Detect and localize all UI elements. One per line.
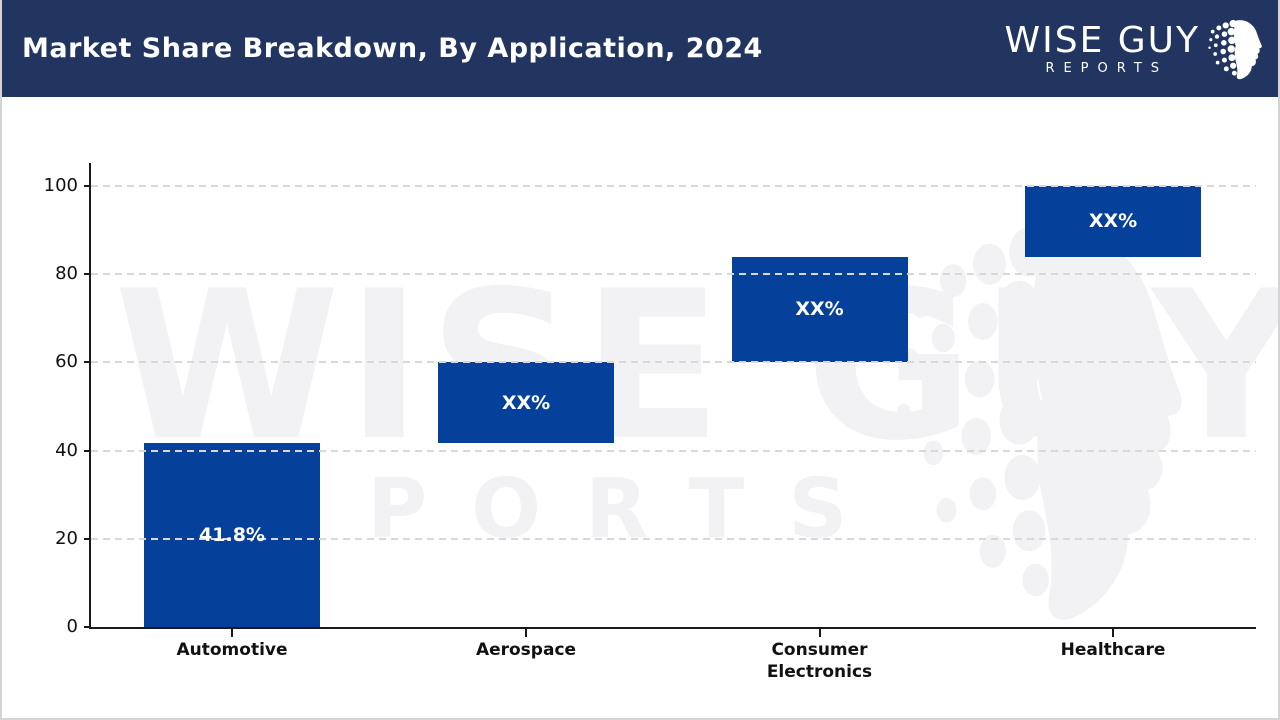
header-banner: Market Share Breakdown, By Application, … [2, 0, 1278, 97]
logo-wordmark: WISE GUY [1004, 20, 1200, 62]
logo-text: WISE GUY REPORTS [1005, 22, 1201, 76]
x-label-consumer-electronics: Consumer Electronics [766, 640, 873, 683]
gridline-40 [91, 449, 1256, 452]
y-tick-label-60: 60 [55, 351, 78, 373]
gridline-100 [91, 185, 1256, 187]
chart-area: WISE GUY REPORTS 0 20 40 60 80 100 41.8% XX% XX%… [2, 97, 1278, 718]
logo-head-icon [1208, 19, 1262, 80]
y-tick-label-20: 20 [55, 527, 78, 549]
wise-guy-logo: WISE GUY REPORTS [1005, 8, 1267, 90]
bar-label-consumer-electronics: XX% [795, 298, 844, 321]
x-tick-healthcare [1112, 629, 1114, 637]
y-tick-label-0: 0 [66, 616, 78, 637]
y-tick-40 [84, 449, 91, 452]
gridline-80 [91, 273, 1256, 276]
bar-automotive [144, 442, 320, 627]
y-tick-80 [84, 273, 91, 276]
y-tick-label-80: 80 [55, 263, 78, 285]
x-tick-aerospace [525, 629, 527, 637]
plot: 0 20 40 60 80 100 41.8% XX% XX% XX% Automotive Aero… [2, 97, 1278, 718]
page-title: Market Share Breakdown, By Application, … [22, 33, 763, 64]
bar-label-aerospace: XX% [501, 391, 551, 414]
y-axis-spine [89, 163, 91, 629]
x-label-aerospace: Aerospace [475, 640, 577, 660]
x-label-automotive: Automotive [176, 640, 288, 660]
bar-label-healthcare: XX% [1088, 210, 1138, 233]
x-tick-automotive [231, 629, 233, 637]
y-tick-label-100: 100 [43, 175, 78, 196]
logo-subtext: REPORTS [1045, 60, 1169, 76]
bar-label-automotive: 41.8% [199, 523, 265, 546]
y-tick-20 [84, 537, 91, 540]
x-label-healthcare: Healthcare [1060, 640, 1166, 660]
bar-aerospace [438, 362, 614, 443]
gridline-20 [91, 537, 1256, 540]
y-tick-100 [84, 185, 91, 187]
y-tick-label-40: 40 [55, 439, 78, 461]
gridline-60 [91, 361, 1256, 364]
x-tick-consumer-electronics [818, 629, 821, 637]
x-axis-spine [89, 627, 1256, 629]
y-tick-60 [84, 361, 91, 364]
y-tick-0 [84, 626, 91, 628]
